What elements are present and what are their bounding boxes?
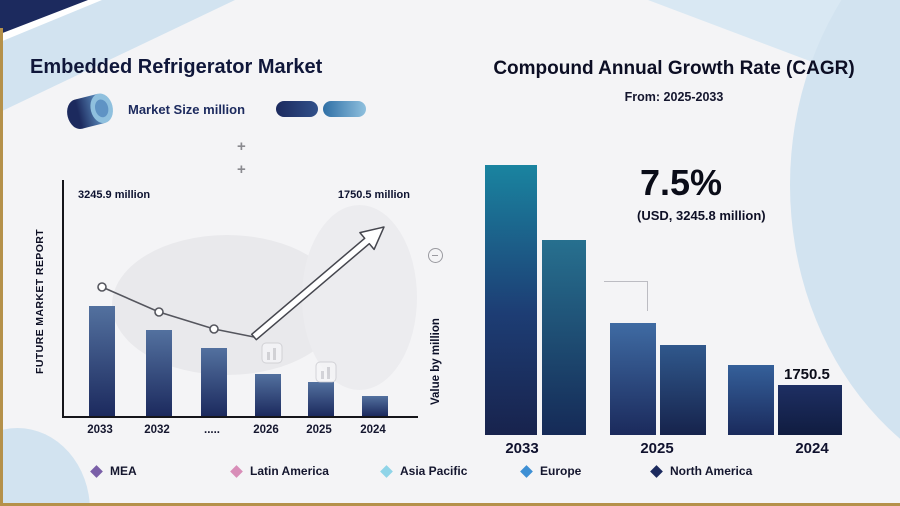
bar-2033 — [89, 306, 115, 416]
minus-circle-icon — [428, 248, 443, 263]
bar-2033-primary — [485, 165, 537, 435]
bar-2024 — [362, 396, 388, 416]
annotation-2033-value: 3245.9 million — [78, 189, 151, 201]
toggle-pill-left — [276, 101, 318, 117]
bar-2032 — [146, 330, 172, 416]
bar-2025-secondary — [660, 345, 706, 435]
cagr-value: 7.5% — [640, 162, 723, 203]
bar-2025 — [308, 382, 334, 416]
toggle-pill-right — [323, 101, 366, 117]
decor-gold-left-border — [0, 28, 3, 506]
axis-label-dots: ..... — [204, 424, 220, 436]
legend-item-latin-america: Latin America — [230, 464, 329, 478]
legend-item-asia-pacific: Asia Pacific — [380, 464, 468, 478]
decor-bottomleft-circle — [0, 428, 90, 506]
legend-label: North America — [670, 464, 753, 478]
annotation-2024-value: 1750.5 million — [337, 189, 410, 201]
step-line-decoration — [604, 281, 648, 311]
page-title-right: Compound Annual Growth Rate (CAGR) — [493, 58, 855, 79]
legend-bullet — [520, 464, 533, 478]
legend-bullet — [650, 464, 663, 478]
bar-2025-primary — [610, 323, 656, 435]
axis-label-2025: 2025 — [640, 440, 674, 457]
axis-label-2025: 2025 — [306, 424, 332, 436]
legend-item-europe: Europe — [520, 464, 582, 478]
decor-gold-bottom-border — [0, 503, 900, 506]
legend-item-north-america: North America — [650, 464, 753, 478]
bar-dots — [201, 348, 227, 416]
database-cylinder-icon — [62, 90, 120, 137]
market-size-label: Market Size million — [128, 102, 246, 117]
trend-line-arrow — [97, 226, 385, 383]
left-chart-side-label: FUTURE MARKET REPORT — [34, 228, 46, 374]
plus-decoration: + — [237, 138, 246, 155]
legend-bullet — [380, 464, 393, 478]
page-title-left: Embedded Refrigerator Market — [30, 56, 323, 78]
legend-label: Asia Pacific — [400, 464, 468, 478]
axis-label-2033: 2033 — [505, 440, 539, 457]
legend-label: Latin America — [250, 464, 329, 478]
decor-chart-blob — [302, 205, 417, 390]
cagr-detail: (USD, 3245.8 million) — [637, 208, 766, 223]
axis-label-2026: 2026 — [253, 424, 279, 436]
bar-2024-primary — [728, 365, 774, 435]
market-size-chart: 3245.9 million 1750.5 million — [62, 180, 418, 418]
axis-label-2024: 2024 — [360, 424, 386, 436]
legend-bullet — [90, 464, 103, 478]
value-label-2024: 1750.5 — [784, 366, 830, 383]
legend-bullet — [230, 464, 243, 478]
cagr-period-subtitle: From: 2025-2033 — [624, 90, 724, 104]
axis-label-2033: 2033 — [87, 424, 113, 436]
plus-decoration: + — [237, 161, 246, 178]
axis-label-2024: 2024 — [795, 440, 829, 457]
legend-item-mea: MEA — [90, 464, 137, 478]
legend-label: MEA — [110, 464, 137, 478]
axis-label-2032: 2032 — [144, 424, 170, 436]
bar-2026 — [255, 374, 281, 416]
legend-label: Europe — [540, 464, 582, 478]
right-chart-side-label: Value by million — [430, 318, 442, 406]
bar-2033-secondary — [542, 240, 586, 435]
bar-2024-secondary — [778, 385, 842, 435]
